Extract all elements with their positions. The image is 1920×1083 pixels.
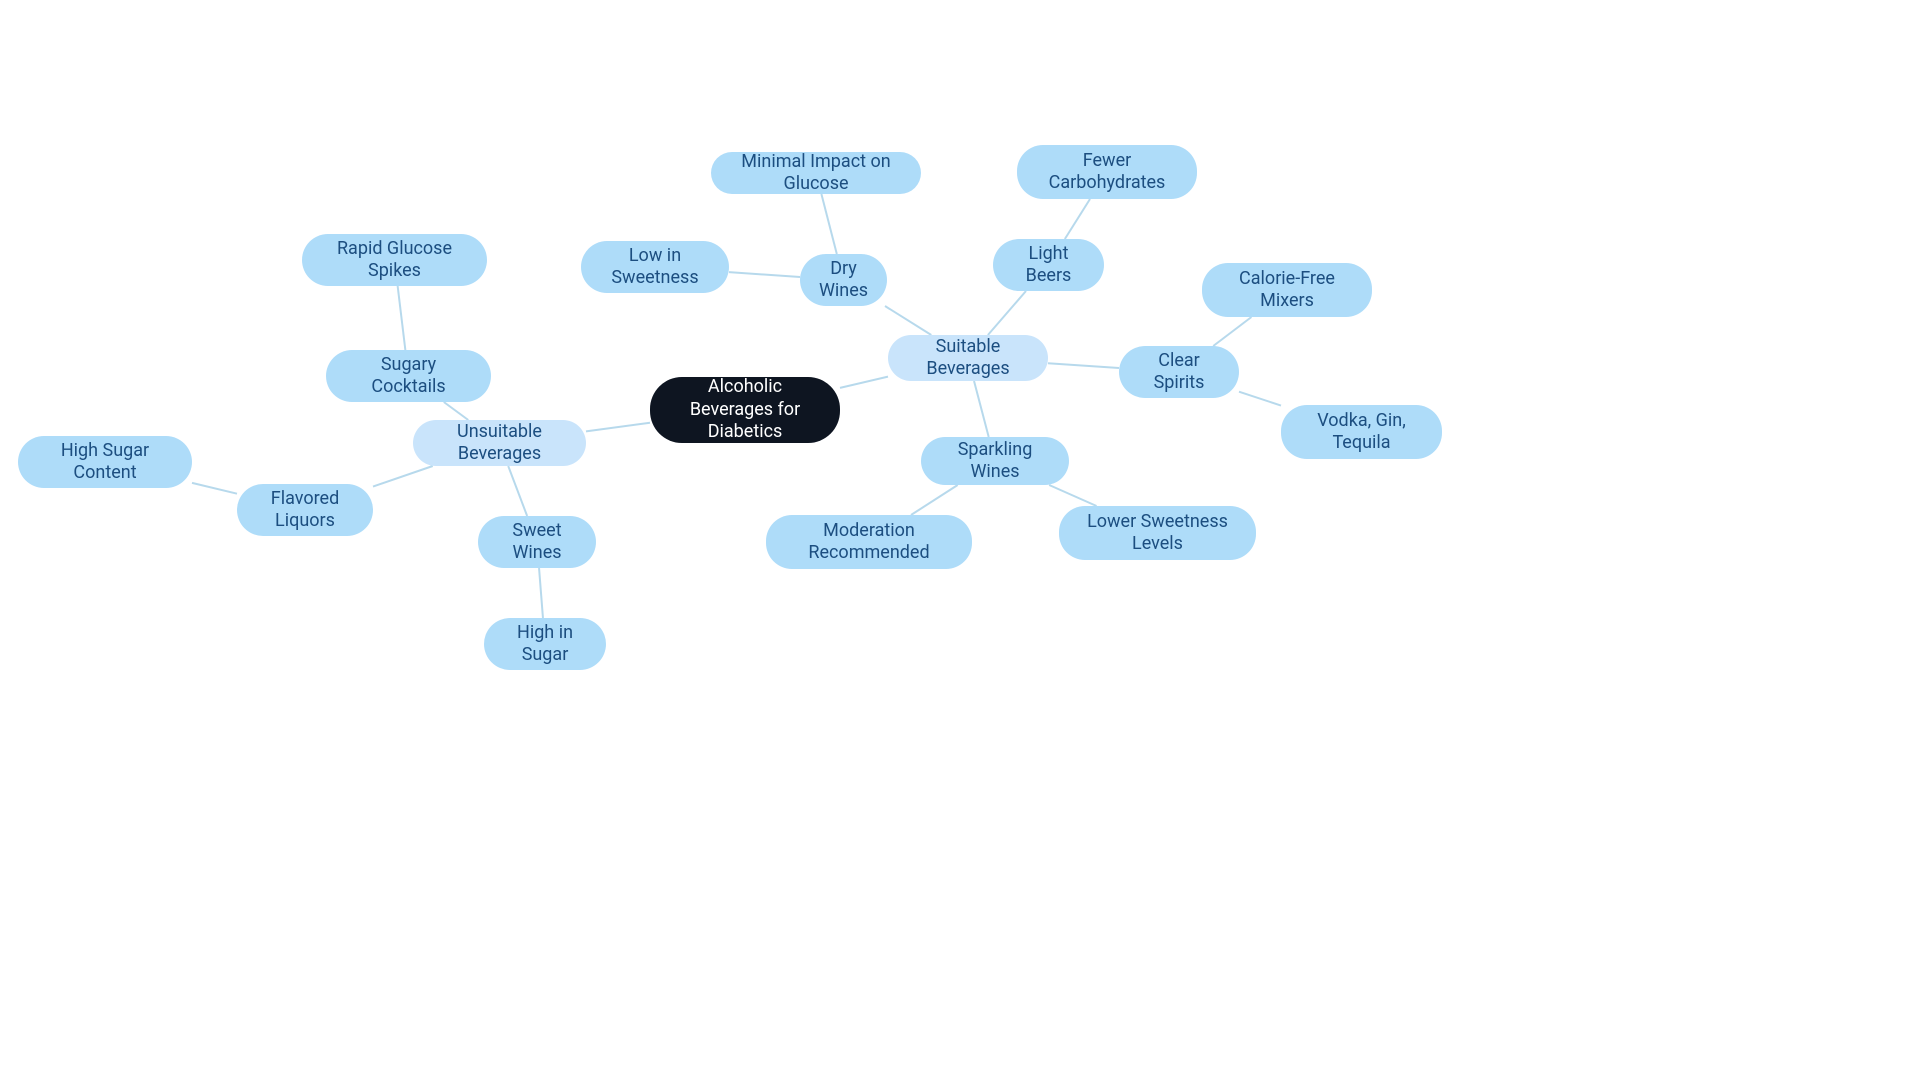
- edge-suitable-clear_spirits: [1048, 363, 1119, 368]
- node-sparkling_wines: Sparkling Wines: [921, 437, 1069, 485]
- edge-sparkling_wines-lower_sweetness: [1049, 485, 1096, 506]
- node-root: Alcoholic Beverages for Diabetics: [650, 377, 840, 443]
- edge-sweet_wines-high_in_sugar: [539, 568, 543, 618]
- node-low_sweetness: Low in Sweetness: [581, 241, 729, 293]
- node-clear_spirits: Clear Spirits: [1119, 346, 1239, 398]
- edge-sugary_cocktails-rapid_spikes: [398, 286, 406, 350]
- edge-unsuitable-sweet_wines: [508, 466, 527, 516]
- edge-clear_spirits-vodka_gin: [1239, 392, 1281, 406]
- node-flavored_liquors: Flavored Liquors: [237, 484, 373, 536]
- node-calorie_free: Calorie-Free Mixers: [1202, 263, 1372, 317]
- edge-suitable-light_beers: [988, 291, 1026, 335]
- edge-root-suitable: [840, 377, 888, 388]
- edge-unsuitable-sugary_cocktails: [444, 402, 468, 420]
- node-vodka_gin: Vodka, Gin, Tequila: [1281, 405, 1442, 459]
- edge-clear_spirits-calorie_free: [1213, 317, 1251, 346]
- node-fewer_carbs: Fewer Carbohydrates: [1017, 145, 1197, 199]
- node-high_sugar_content: High Sugar Content: [18, 436, 192, 488]
- edge-root-unsuitable: [586, 423, 650, 432]
- node-rapid_spikes: Rapid Glucose Spikes: [302, 234, 487, 286]
- node-dry_wines: Dry Wines: [800, 254, 887, 306]
- node-minimal_impact: Minimal Impact on Glucose: [711, 152, 921, 194]
- node-high_in_sugar: High in Sugar: [484, 618, 606, 670]
- edge-suitable-sparkling_wines: [974, 381, 989, 437]
- node-lower_sweetness: Lower Sweetness Levels: [1059, 506, 1256, 560]
- node-sugary_cocktails: Sugary Cocktails: [326, 350, 491, 402]
- edge-unsuitable-flavored_liquors: [373, 466, 433, 487]
- node-sweet_wines: Sweet Wines: [478, 516, 596, 568]
- node-unsuitable: Unsuitable Beverages: [413, 420, 586, 466]
- node-suitable: Suitable Beverages: [888, 335, 1048, 381]
- edge-light_beers-fewer_carbs: [1065, 199, 1090, 239]
- node-light_beers: Light Beers: [993, 239, 1104, 291]
- node-moderation: Moderation Recommended: [766, 515, 972, 569]
- edge-sparkling_wines-moderation: [911, 485, 958, 515]
- edge-suitable-dry_wines: [885, 306, 931, 335]
- edge-dry_wines-low_sweetness: [729, 272, 800, 277]
- mindmap-canvas: Alcoholic Beverages for Diabetics Unsuita…: [0, 0, 1920, 1083]
- edge-flavored_liquors-high_sugar_content: [192, 483, 237, 494]
- edge-dry_wines-minimal_impact: [821, 194, 836, 254]
